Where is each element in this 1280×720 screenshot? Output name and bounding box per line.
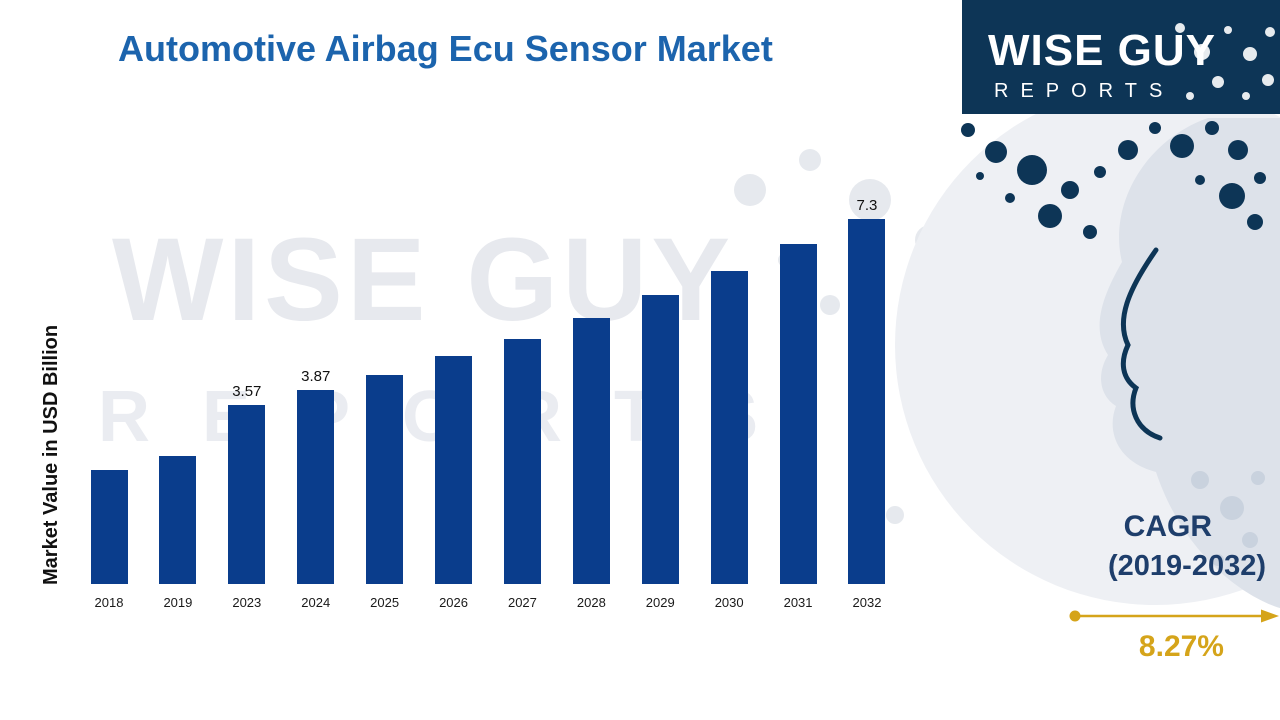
x-axis-tick-label: 2023 [232,595,262,610]
logo-panel: WISE GUY REPORTS [962,0,1280,114]
logo-reports-text: REPORTS [994,80,1175,102]
bar-value-label: 3.57 [232,383,262,400]
x-axis-tick-label: 2031 [783,595,813,610]
bar-column: 2019 [149,180,207,612]
x-axis-tick-label: 2032 [852,595,882,610]
y-axis-label: Market Value in USD Billion [40,324,62,585]
bar [572,318,610,584]
navy-dot-cluster [961,121,1266,239]
cagr-value: 8.27% [1138,630,1224,663]
page-title: Automotive Airbag Ecu Sensor Market [118,28,773,69]
bar [710,271,748,584]
x-axis-tick-label: 2029 [645,595,675,610]
bar [435,356,473,584]
bar [503,339,541,584]
x-axis-tick-label: 2028 [576,595,606,610]
x-axis-tick-label: 2025 [370,595,400,610]
bar-column: 2029 [631,180,689,612]
x-axis-tick-label: 2027 [507,595,537,610]
bar [366,375,404,584]
bar-column: 2026 [425,180,483,612]
white-dot-cluster [1175,23,1275,100]
logo-wiseguy-text: WISE GUY [988,26,1217,75]
bar [848,219,886,584]
bar-column: 2027 [493,180,551,612]
watermark-wiseguy: WISE GUY [112,214,735,346]
bar-column: 2025 [356,180,414,612]
bar-value-label: 3.87 [301,368,331,385]
chart-plot: 2018 2019 3.57 2023 3.87 2024 2025 2026 2027 2028… [80,180,896,612]
bar-column: 2031 [769,180,827,612]
bar [90,470,128,584]
bar-column: 7.3 2032 [838,180,896,612]
x-axis-tick-label: 2019 [163,595,193,610]
cagr-range: (2019-2032) [1108,550,1266,582]
x-axis-tick-label: 2018 [94,595,124,610]
bar [159,456,197,584]
bar-column: 3.57 2023 [218,180,276,612]
x-axis-tick-label: 2030 [714,595,744,610]
bar-column: 3.87 2024 [287,180,345,612]
bar-column: 2030 [700,180,758,612]
bar [641,295,679,584]
bar-value-label: 7.3 [856,197,878,214]
bar-column: 2028 [562,180,620,612]
bar [779,244,817,584]
x-axis-tick-label: 2026 [439,595,468,610]
cagr-trend-arrow [1069,609,1279,623]
face-silhouette [1099,118,1280,608]
x-axis-tick-label: 2024 [301,595,331,610]
gray-dot-cluster [1191,471,1265,566]
bar [228,405,266,584]
cagr-label: CAGR [1123,510,1212,543]
face-profile-graphic [961,23,1280,608]
bar-column: 2018 [80,180,138,612]
face-outline [1120,247,1163,441]
bar [297,390,335,584]
